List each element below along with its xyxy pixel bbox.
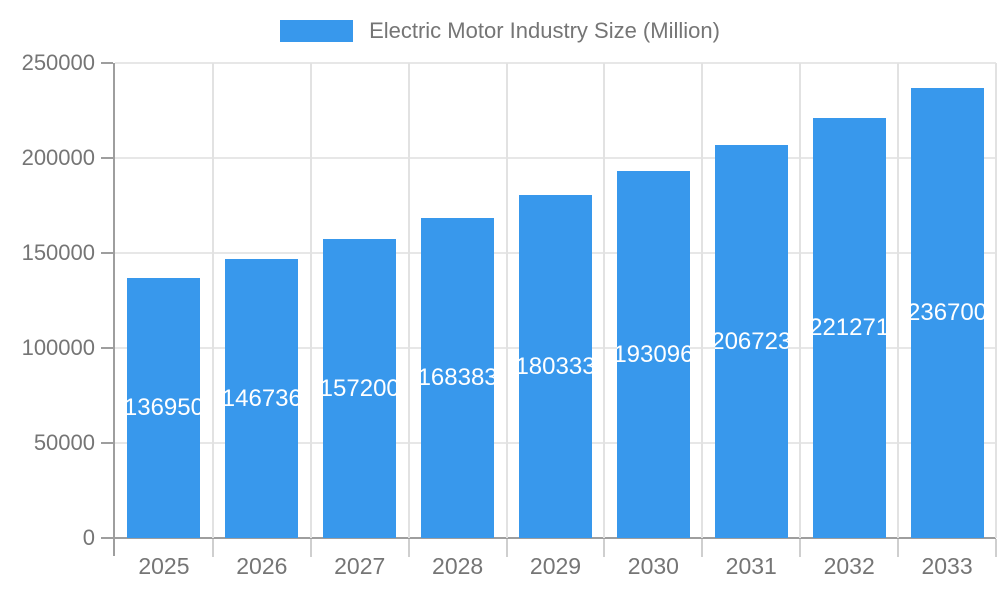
chart-legend[interactable]: Electric Motor Industry Size (Million)	[0, 18, 1000, 44]
bar-2031[interactable]: 206723	[714, 145, 788, 538]
bar-value-label: 146736	[225, 384, 299, 412]
bar-value-label: 157200	[323, 374, 397, 402]
y-axis-tick	[101, 62, 113, 64]
bar-value-label: 136950	[127, 393, 201, 421]
bar-2025[interactable]: 136950	[127, 277, 201, 538]
y-axis-tick	[101, 537, 113, 539]
y-axis-label: 150000	[21, 240, 95, 265]
x-axis-label: 2032	[823, 553, 875, 579]
x-axis-tick	[701, 539, 704, 557]
x-axis-label: 2031	[725, 553, 777, 579]
x-gridline	[603, 63, 606, 538]
y-axis-tick	[101, 157, 113, 159]
x-axis-label: 2029	[529, 553, 582, 579]
bar-value-label: 236700	[910, 299, 984, 327]
y-axis-line	[113, 63, 115, 556]
bar-2032[interactable]: 221271	[812, 117, 886, 538]
x-gridline	[211, 63, 214, 538]
bar-2026[interactable]: 146736	[225, 259, 299, 538]
y-axis-tick	[101, 347, 113, 349]
y-axis-tick	[101, 442, 113, 444]
bar-value-label: 180333	[519, 352, 592, 380]
bar-2027[interactable]: 157200	[323, 239, 397, 538]
y-axis-label: 0	[82, 525, 95, 550]
plot-area: 136950 146736 157200 168383 180333 193096 2067…	[115, 62, 997, 538]
y-axis-tick	[101, 252, 113, 254]
x-gridline	[799, 63, 802, 538]
x-axis-tick	[211, 539, 214, 557]
x-axis-label: 2033	[921, 553, 973, 579]
x-gridline	[897, 63, 900, 538]
bar-2029[interactable]: 180333	[519, 195, 592, 538]
x-gridline	[309, 63, 312, 538]
x-axis-label: 2027	[334, 553, 386, 579]
x-gridline	[995, 63, 997, 538]
x-gridline	[505, 63, 508, 538]
bar-value-label: 193096	[616, 340, 690, 368]
x-axis-label: 2030	[627, 553, 679, 579]
y-axis-label: 250000	[21, 50, 95, 75]
y-axis-label: 50000	[33, 430, 95, 455]
x-axis-tick	[505, 539, 508, 557]
y-axis-label: 100000	[21, 335, 95, 360]
bar-value-label: 168383	[421, 364, 495, 392]
x-axis-label: 2025	[138, 553, 190, 579]
legend-label: Electric Motor Industry Size (Million)	[369, 18, 720, 43]
bar-2030[interactable]: 193096	[616, 171, 690, 538]
x-axis-tick	[995, 539, 997, 557]
bar-value-label: 221271	[812, 313, 886, 341]
x-gridline	[701, 63, 704, 538]
y-axis-label: 200000	[21, 145, 95, 170]
x-axis-tick	[603, 539, 606, 557]
x-gridline	[407, 63, 410, 538]
bar-2033[interactable]: 236700	[910, 88, 984, 538]
y-gridline	[115, 157, 996, 159]
x-axis-label: 2028	[432, 553, 484, 579]
x-axis-tick	[309, 539, 312, 557]
y-gridline	[115, 62, 996, 64]
x-axis-label: 2026	[236, 553, 288, 579]
x-axis-tick	[897, 539, 900, 557]
x-axis-line	[115, 537, 996, 539]
x-axis-tick	[799, 539, 802, 557]
x-axis-tick	[407, 539, 410, 557]
legend-swatch	[280, 20, 354, 42]
bar-value-label: 206723	[714, 327, 788, 355]
bar-2028[interactable]: 168383	[421, 218, 495, 538]
